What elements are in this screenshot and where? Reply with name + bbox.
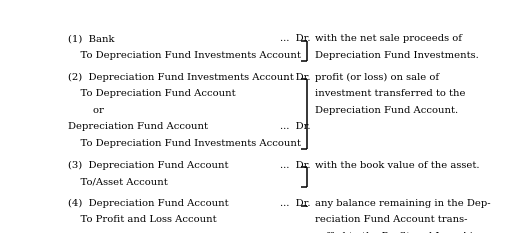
Text: investment transferred to the: investment transferred to the bbox=[314, 89, 464, 98]
Text: Depreciation Fund Account.: Depreciation Fund Account. bbox=[314, 106, 457, 115]
Text: or: or bbox=[68, 106, 103, 115]
Text: ...  Dr.: ... Dr. bbox=[280, 199, 310, 208]
Text: (4)  Depreciation Fund Account: (4) Depreciation Fund Account bbox=[68, 199, 228, 208]
Text: with the book value of the asset.: with the book value of the asset. bbox=[314, 161, 478, 170]
Text: with the net sale proceeds of: with the net sale proceeds of bbox=[314, 34, 461, 43]
Text: To/Asset Account: To/Asset Account bbox=[68, 177, 167, 186]
Text: ...  Dr.: ... Dr. bbox=[280, 73, 310, 82]
Text: (1)  Bank: (1) Bank bbox=[68, 34, 114, 43]
Text: To Depreciation Fund Investments Account: To Depreciation Fund Investments Account bbox=[68, 139, 300, 148]
Text: Depreciation Fund Account: Depreciation Fund Account bbox=[68, 122, 207, 131]
Text: profit (or loss) on sale of: profit (or loss) on sale of bbox=[314, 73, 438, 82]
Text: (2)  Depreciation Fund Investments Account: (2) Depreciation Fund Investments Accoun… bbox=[68, 73, 293, 82]
Text: To Profit and Loss Account: To Profit and Loss Account bbox=[68, 216, 216, 224]
Text: ...  Dr.: ... Dr. bbox=[280, 122, 310, 131]
Text: ...  Dr.: ... Dr. bbox=[280, 34, 310, 43]
Text: To Depreciation Fund Account: To Depreciation Fund Account bbox=[68, 89, 235, 98]
Text: Depreciation Fund Investments.: Depreciation Fund Investments. bbox=[314, 51, 477, 60]
Text: To Depreciation Fund Investments Account: To Depreciation Fund Investments Account bbox=[68, 51, 300, 60]
Text: any balance remaining in the Dep-: any balance remaining in the Dep- bbox=[314, 199, 489, 208]
Text: ...  Dr.: ... Dr. bbox=[280, 161, 310, 170]
Text: reffed to the Profit and Loss A/c.: reffed to the Profit and Loss A/c. bbox=[314, 232, 479, 233]
Text: reciation Fund Account trans-: reciation Fund Account trans- bbox=[314, 216, 466, 224]
Text: or: or bbox=[68, 232, 103, 233]
Text: (3)  Depreciation Fund Account: (3) Depreciation Fund Account bbox=[68, 161, 228, 170]
